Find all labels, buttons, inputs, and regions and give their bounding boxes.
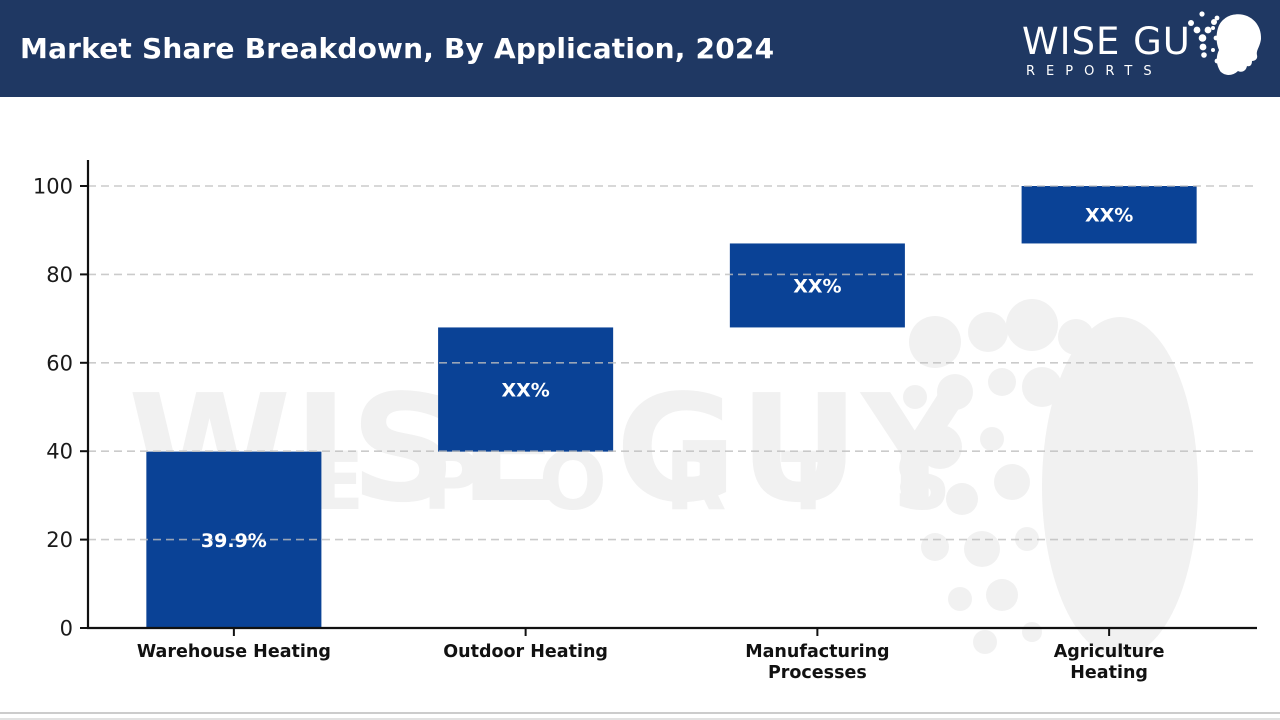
y-tick-label: 100 bbox=[33, 175, 73, 199]
bar-value-label: XX% bbox=[501, 380, 549, 402]
header-bar: Market Share Breakdown, By Application, … bbox=[0, 0, 1280, 97]
bar-outdoor-heating bbox=[438, 327, 614, 452]
x-category-label: Manufacturing bbox=[745, 642, 889, 662]
x-category-label: Heating bbox=[1070, 663, 1148, 683]
x-category-label: Agriculture bbox=[1054, 642, 1165, 662]
bar-value-label: XX% bbox=[1085, 205, 1133, 227]
logo-wordmark: WISE GU bbox=[1022, 20, 1191, 63]
x-category-label: Processes bbox=[768, 663, 867, 683]
bar-agriculture-heating bbox=[1021, 186, 1197, 244]
bar-value-label: 39.9% bbox=[201, 530, 267, 552]
logo-head-icon bbox=[1211, 13, 1262, 75]
page-title: Market Share Breakdown, By Application, … bbox=[20, 32, 775, 65]
x-category-label: Outdoor Heating bbox=[443, 642, 608, 662]
logo-subtext: REPORTS bbox=[1026, 64, 1163, 79]
bar-manufacturing-processes bbox=[729, 243, 905, 328]
footer-edge bbox=[0, 718, 1280, 720]
x-category-label: Warehouse Heating bbox=[137, 642, 331, 662]
y-tick-label: 40 bbox=[46, 440, 73, 464]
y-tick-label: 80 bbox=[46, 263, 73, 287]
footer-divider bbox=[0, 712, 1280, 714]
logo-dotted-y-icon bbox=[1188, 10, 1217, 58]
watermark-head-dots-icon bbox=[900, 299, 1198, 657]
bar-value-label: XX% bbox=[793, 275, 841, 297]
wise-guy-reports-logo: WISE GU REPORTS bbox=[1022, 10, 1262, 79]
y-tick-label: 60 bbox=[46, 351, 73, 375]
y-tick-label: 20 bbox=[46, 528, 73, 552]
y-tick-label: 0 bbox=[60, 617, 73, 641]
